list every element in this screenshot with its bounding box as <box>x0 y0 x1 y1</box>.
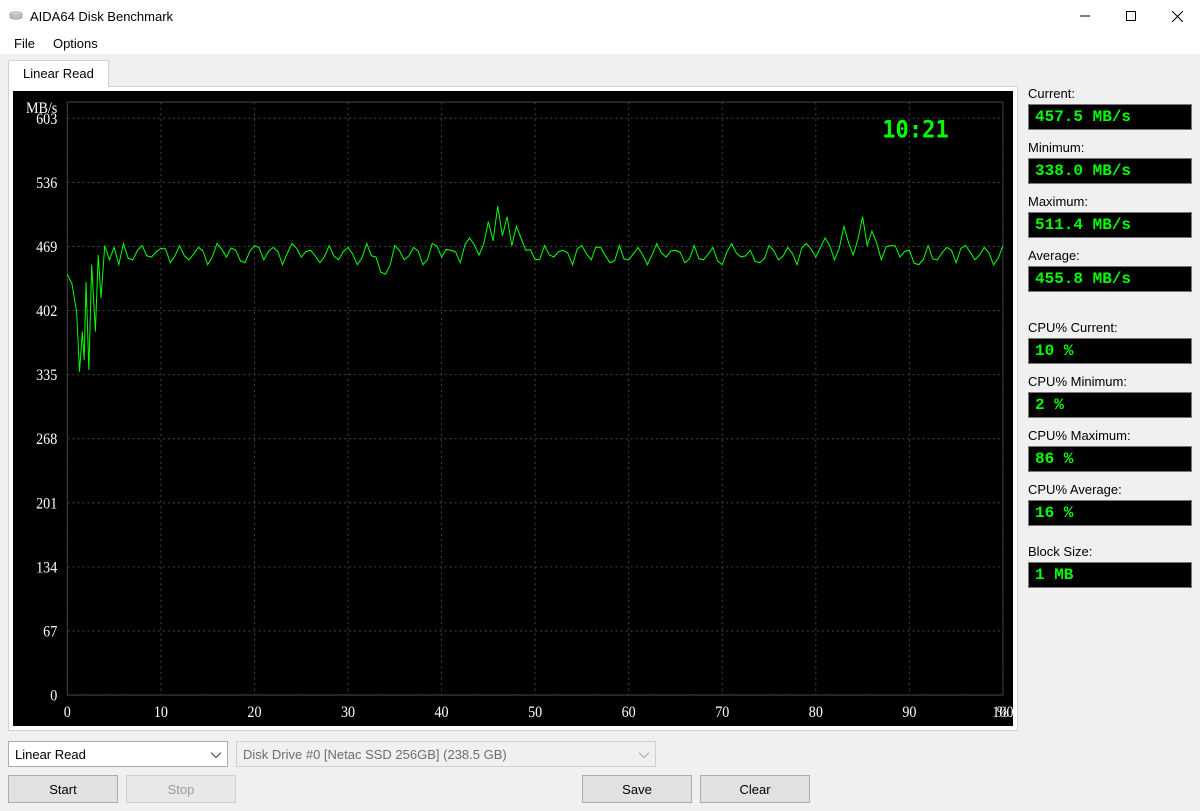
svg-text:MB/s: MB/s <box>26 101 58 118</box>
chevron-down-icon <box>211 747 221 762</box>
chevron-down-icon <box>639 747 649 762</box>
benchmark-chart: 0102030405060708090100 %0671342012683354… <box>13 91 1013 726</box>
stat-minimum: Minimum: 338.0 MB/s <box>1028 140 1192 184</box>
app-icon <box>8 8 24 24</box>
svg-text:%: % <box>997 705 1009 722</box>
controls-row-1: Linear Read Disk Drive #0 [Netac SSD 256… <box>8 741 1018 767</box>
test-type-select[interactable]: Linear Read <box>8 741 228 767</box>
svg-text:50: 50 <box>528 705 542 722</box>
stat-label: Current: <box>1028 86 1192 101</box>
stat-label: Block Size: <box>1028 544 1192 559</box>
svg-text:402: 402 <box>36 304 57 321</box>
stat-current: Current: 457.5 MB/s <box>1028 86 1192 130</box>
svg-text:40: 40 <box>435 705 449 722</box>
stat-value: 16 % <box>1028 500 1192 526</box>
svg-text:10:21: 10:21 <box>882 115 949 143</box>
stat-label: CPU% Current: <box>1028 320 1192 335</box>
stat-label: Minimum: <box>1028 140 1192 155</box>
tab-strip: Linear Read <box>8 60 1018 87</box>
svg-text:201: 201 <box>36 496 57 513</box>
minimize-button[interactable] <box>1062 0 1108 32</box>
stat-value: 457.5 MB/s <box>1028 104 1192 130</box>
controls-row-2: Start Stop Save Clear <box>8 775 1018 803</box>
svg-text:67: 67 <box>43 624 57 641</box>
clear-button[interactable]: Clear <box>700 775 810 803</box>
window-title: AIDA64 Disk Benchmark <box>30 9 1062 24</box>
svg-text:0: 0 <box>64 705 71 722</box>
menubar: File Options <box>0 32 1200 54</box>
stat-cpu-minimum: CPU% Minimum: 2 % <box>1028 374 1192 418</box>
disk-value: Disk Drive #0 [Netac SSD 256GB] (238.5 G… <box>243 747 507 762</box>
stat-value: 338.0 MB/s <box>1028 158 1192 184</box>
stat-block-size: Block Size: 1 MB <box>1028 544 1192 588</box>
svg-text:60: 60 <box>622 705 636 722</box>
chart-frame: 0102030405060708090100 %0671342012683354… <box>8 86 1018 731</box>
stat-value: 86 % <box>1028 446 1192 472</box>
svg-text:0: 0 <box>50 688 57 705</box>
stat-value: 511.4 MB/s <box>1028 212 1192 238</box>
main-panel: Linear Read 0102030405060708090100 %0671… <box>8 60 1018 803</box>
svg-text:134: 134 <box>36 560 58 577</box>
titlebar: AIDA64 Disk Benchmark <box>0 0 1200 32</box>
disk-select[interactable]: Disk Drive #0 [Netac SSD 256GB] (238.5 G… <box>236 741 656 767</box>
svg-text:536: 536 <box>36 175 57 192</box>
svg-text:20: 20 <box>247 705 261 722</box>
menu-options[interactable]: Options <box>45 34 106 53</box>
stat-cpu-current: CPU% Current: 10 % <box>1028 320 1192 364</box>
svg-text:80: 80 <box>809 705 823 722</box>
stat-maximum: Maximum: 511.4 MB/s <box>1028 194 1192 238</box>
stat-value: 455.8 MB/s <box>1028 266 1192 292</box>
stat-value: 2 % <box>1028 392 1192 418</box>
stat-label: Average: <box>1028 248 1192 263</box>
stat-average: Average: 455.8 MB/s <box>1028 248 1192 292</box>
stop-button[interactable]: Stop <box>126 775 236 803</box>
tab-linear-read[interactable]: Linear Read <box>8 60 109 87</box>
svg-text:30: 30 <box>341 705 355 722</box>
stat-label: CPU% Average: <box>1028 482 1192 497</box>
stat-cpu-average: CPU% Average: 16 % <box>1028 482 1192 526</box>
stat-value: 1 MB <box>1028 562 1192 588</box>
test-type-value: Linear Read <box>15 747 86 762</box>
svg-text:469: 469 <box>36 239 57 256</box>
stats-panel: Current: 457.5 MB/s Minimum: 338.0 MB/s … <box>1028 60 1192 803</box>
menu-file[interactable]: File <box>6 34 43 53</box>
start-button[interactable]: Start <box>8 775 118 803</box>
svg-text:268: 268 <box>36 432 57 449</box>
maximize-button[interactable] <box>1108 0 1154 32</box>
stat-value: 10 % <box>1028 338 1192 364</box>
window-controls <box>1062 0 1200 32</box>
stat-label: CPU% Maximum: <box>1028 428 1192 443</box>
svg-text:335: 335 <box>36 368 57 385</box>
svg-text:10: 10 <box>154 705 168 722</box>
svg-text:70: 70 <box>715 705 729 722</box>
save-button[interactable]: Save <box>582 775 692 803</box>
stat-label: Maximum: <box>1028 194 1192 209</box>
close-button[interactable] <box>1154 0 1200 32</box>
svg-text:90: 90 <box>902 705 916 722</box>
stat-label: CPU% Minimum: <box>1028 374 1192 389</box>
stat-cpu-maximum: CPU% Maximum: 86 % <box>1028 428 1192 472</box>
client-area: Linear Read 0102030405060708090100 %0671… <box>0 54 1200 811</box>
